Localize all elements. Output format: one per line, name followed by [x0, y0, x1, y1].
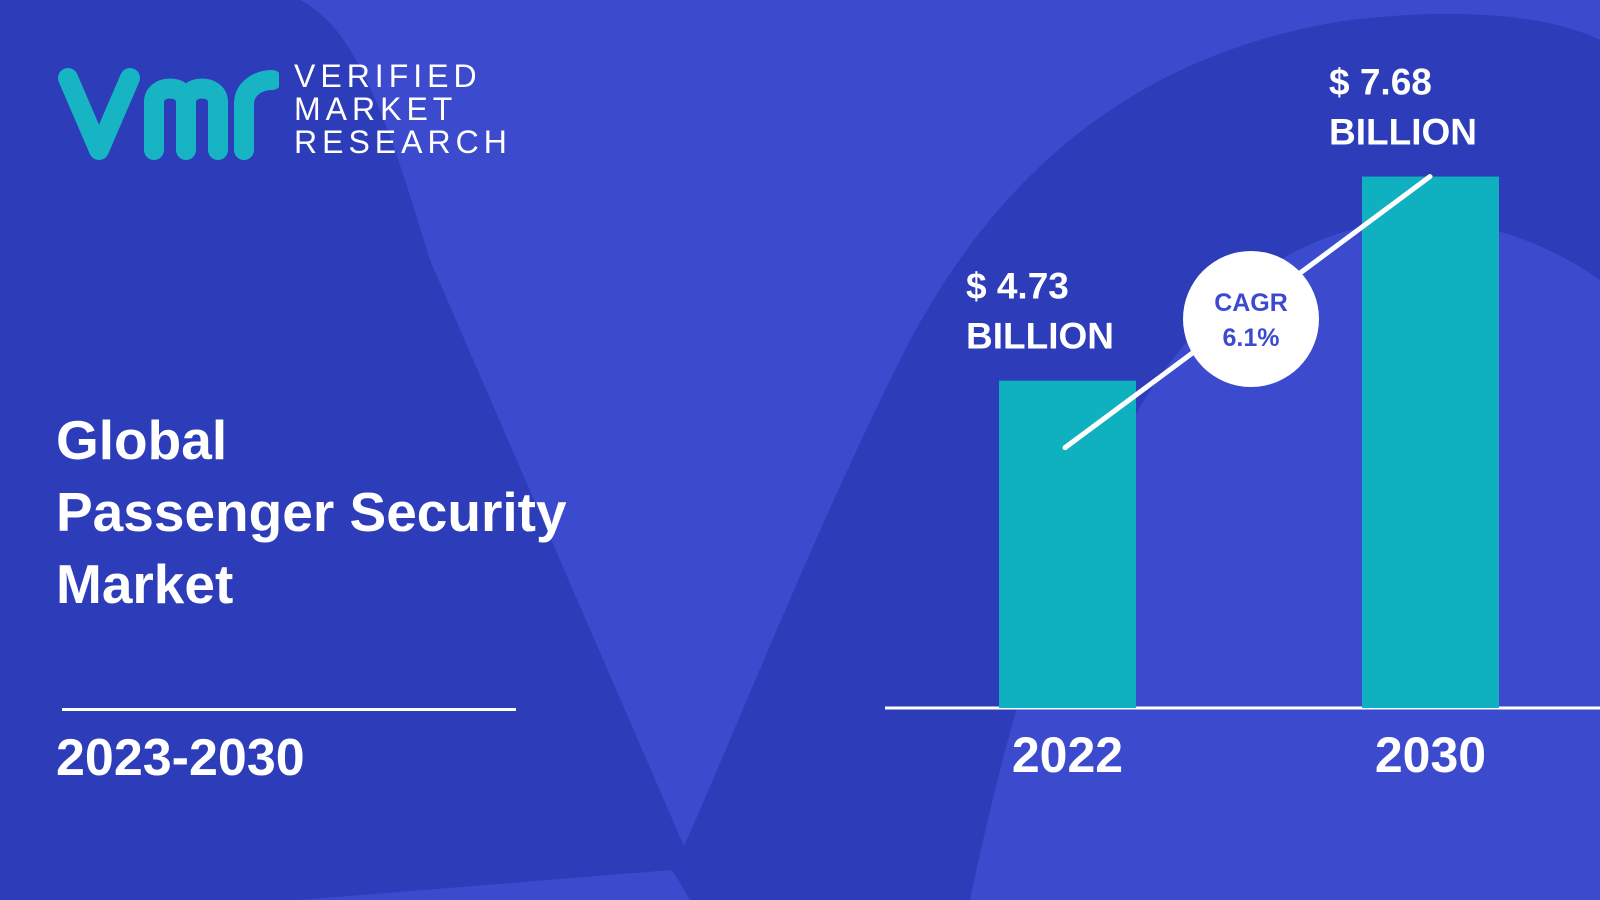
brand-line-3: RESEARCH — [294, 124, 512, 160]
x-tick-label-2022: 2022 — [1012, 727, 1123, 783]
value-label-amount-2022: $ 4.73 — [966, 266, 1069, 307]
value-label-amount-2030: $ 7.68 — [1329, 62, 1432, 103]
brand-name: VERIFIED MARKET RESEARCH — [294, 60, 512, 159]
bar-2030 — [1362, 176, 1499, 708]
cagr-label: CAGR — [1214, 289, 1288, 317]
background-v-right — [672, 13, 1600, 900]
title-line-3: Market — [56, 553, 234, 615]
brand-line-1: VERIFIED — [294, 58, 482, 94]
forecast-period: 2023-2030 — [56, 729, 305, 787]
title-line-2: Passenger Security — [56, 481, 567, 543]
value-label-unit-2030: BILLION — [1329, 112, 1477, 153]
title-divider — [62, 708, 516, 711]
brand-line-2: MARKET — [294, 91, 458, 127]
background-v-left — [0, 0, 691, 900]
x-tick-label-2030: 2030 — [1375, 727, 1486, 783]
title-line-1: Global — [56, 409, 228, 471]
cagr-badge — [1183, 251, 1319, 387]
bar-2022 — [999, 380, 1136, 708]
cagr-value: 6.1% — [1223, 324, 1280, 352]
brand-logo: VERIFIED MARKET RESEARCH — [54, 60, 514, 170]
value-label-unit-2022: BILLION — [966, 316, 1114, 357]
vmr-logo-icon — [58, 68, 279, 160]
report-title: Global Passenger Security Market — [56, 404, 567, 620]
